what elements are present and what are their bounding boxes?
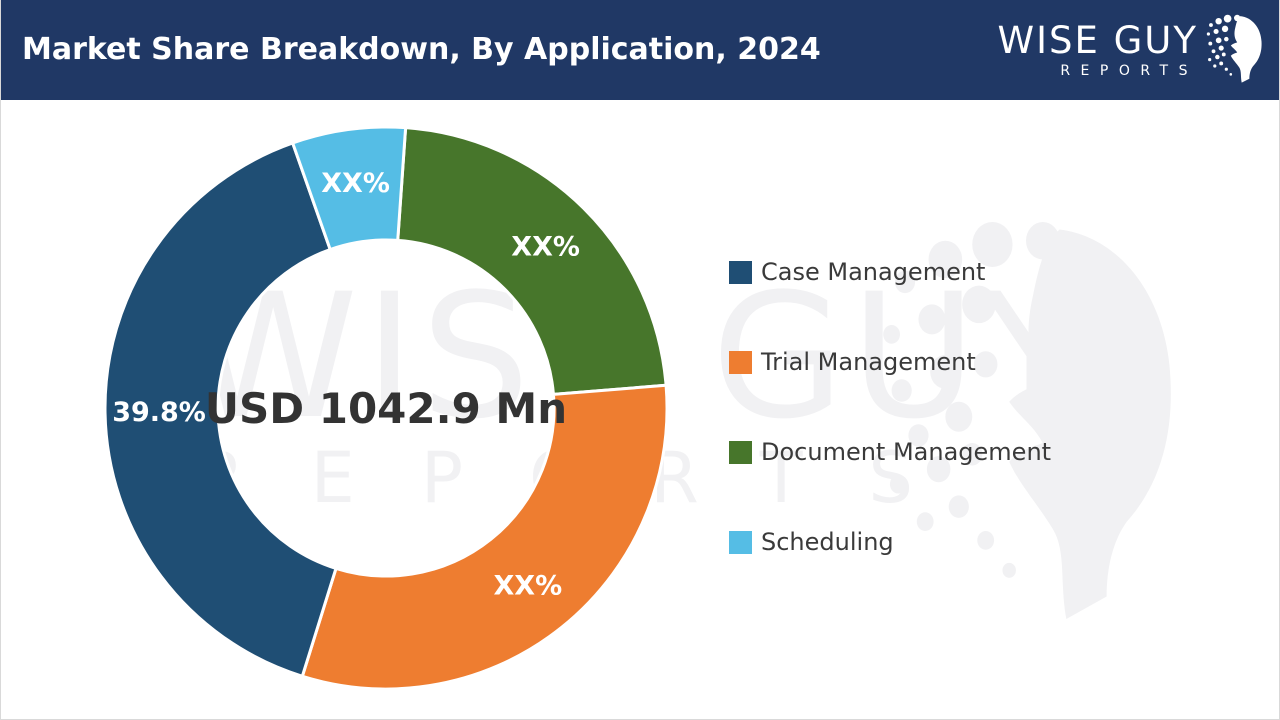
legend-item-document-management: Document Management	[729, 438, 1052, 466]
brand-wordmark: WISE GUY REPORTS	[997, 19, 1198, 80]
segment-value-label: XX%	[493, 570, 562, 601]
brand-subname: REPORTS	[1060, 63, 1198, 79]
donut-segment-trial-management	[300, 383, 669, 691]
donut-center-value: USD 1042.9 Mn	[205, 384, 567, 433]
legend-item-case-management: Case Management	[729, 258, 1051, 286]
legend-swatch	[729, 530, 752, 554]
segment-value-label: 39.8%	[112, 397, 206, 428]
face-profile-icon	[1206, 14, 1262, 83]
donut-segment-case-management	[103, 141, 338, 678]
legend-label: Case Management	[761, 258, 986, 286]
segment-value-label: XX%	[511, 232, 580, 263]
legend-item-scheduling: Scheduling	[729, 528, 1051, 556]
legend-swatch	[729, 350, 752, 374]
legend-label: Scheduling	[761, 528, 894, 556]
legend-item-trial-management: Trial Management	[729, 348, 1051, 376]
legend-label: Trial Management	[761, 348, 976, 376]
legend-swatch	[729, 440, 752, 464]
header-bar: Market Share Breakdown, By Application, …	[0, 0, 1280, 100]
page-title: Market Share Breakdown, By Application, …	[22, 32, 821, 67]
donut-segment-document-management	[396, 126, 668, 396]
segment-value-label: XX%	[321, 168, 390, 199]
brand-logo: WISE GUY REPORTS	[998, 6, 1266, 94]
brand-name: WISE GUY	[997, 19, 1198, 62]
legend-label: Document Management	[761, 438, 1052, 466]
donut-segment-scheduling	[291, 125, 408, 252]
legend-swatch	[729, 260, 752, 284]
chart-legend: Case Management Trial Management Document …	[729, 258, 1052, 620]
